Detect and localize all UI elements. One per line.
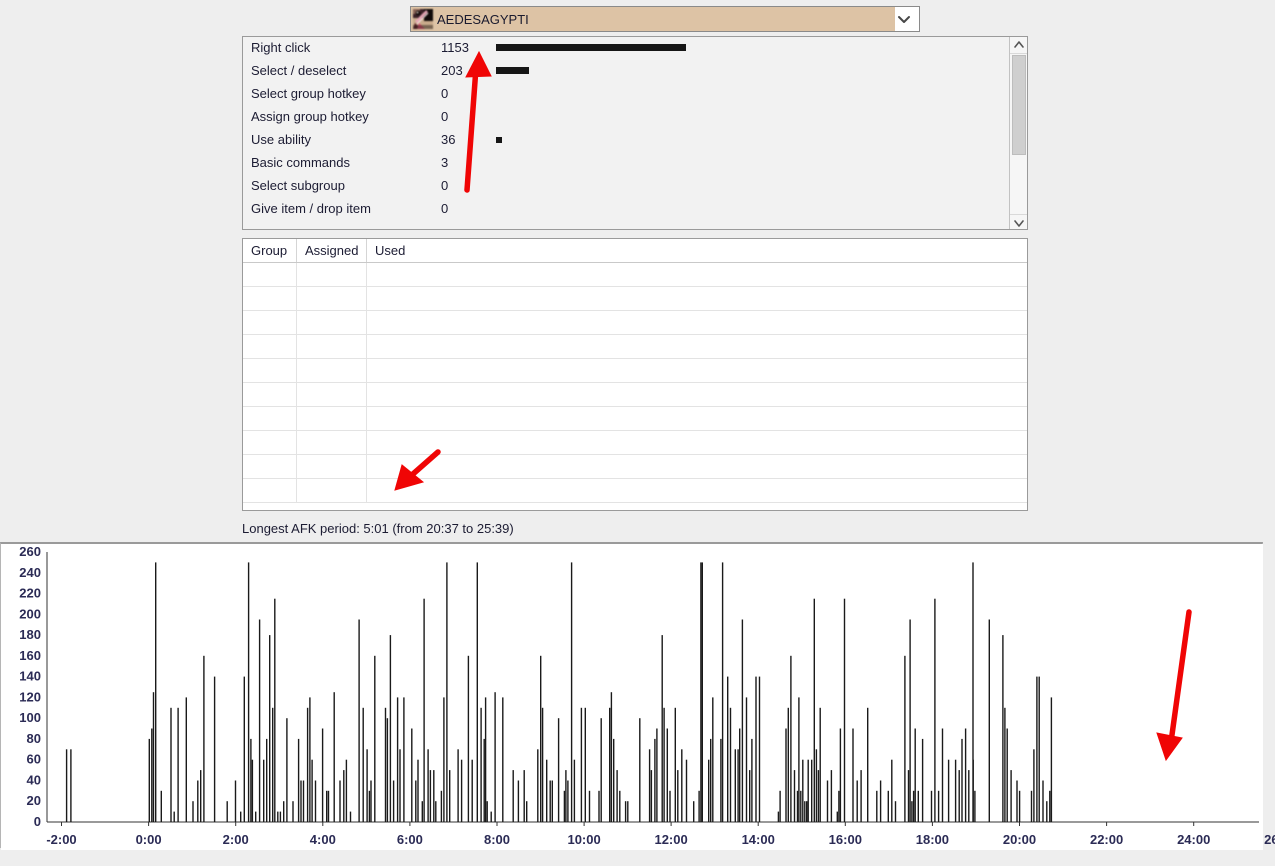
svg-text:20: 20 <box>27 793 41 808</box>
svg-text:160: 160 <box>19 648 41 663</box>
svg-text:-2:00: -2:00 <box>46 832 76 847</box>
svg-text:4:00: 4:00 <box>310 832 336 847</box>
svg-text:18:00: 18:00 <box>916 832 949 847</box>
svg-text:22:00: 22:00 <box>1090 832 1123 847</box>
svg-text:240: 240 <box>19 565 41 580</box>
svg-text:12:00: 12:00 <box>654 832 687 847</box>
svg-text:60: 60 <box>27 752 41 767</box>
svg-text:6:00: 6:00 <box>397 832 423 847</box>
svg-text:16:00: 16:00 <box>829 832 862 847</box>
svg-text:180: 180 <box>19 627 41 642</box>
svg-text:20:00: 20:00 <box>1003 832 1036 847</box>
svg-text:200: 200 <box>19 606 41 621</box>
svg-text:220: 220 <box>19 586 41 601</box>
svg-text:10:00: 10:00 <box>567 832 600 847</box>
svg-text:0:00: 0:00 <box>136 832 162 847</box>
svg-text:26:00: 26:00 <box>1264 832 1275 847</box>
svg-text:14:00: 14:00 <box>742 832 775 847</box>
svg-text:260: 260 <box>19 544 41 559</box>
svg-text:140: 140 <box>19 669 41 684</box>
svg-text:120: 120 <box>19 689 41 704</box>
svg-text:80: 80 <box>27 731 41 746</box>
svg-text:40: 40 <box>27 773 41 788</box>
svg-text:24:00: 24:00 <box>1177 832 1210 847</box>
svg-text:0: 0 <box>34 814 41 829</box>
svg-text:2:00: 2:00 <box>223 832 249 847</box>
svg-text:100: 100 <box>19 710 41 725</box>
svg-text:8:00: 8:00 <box>484 832 510 847</box>
